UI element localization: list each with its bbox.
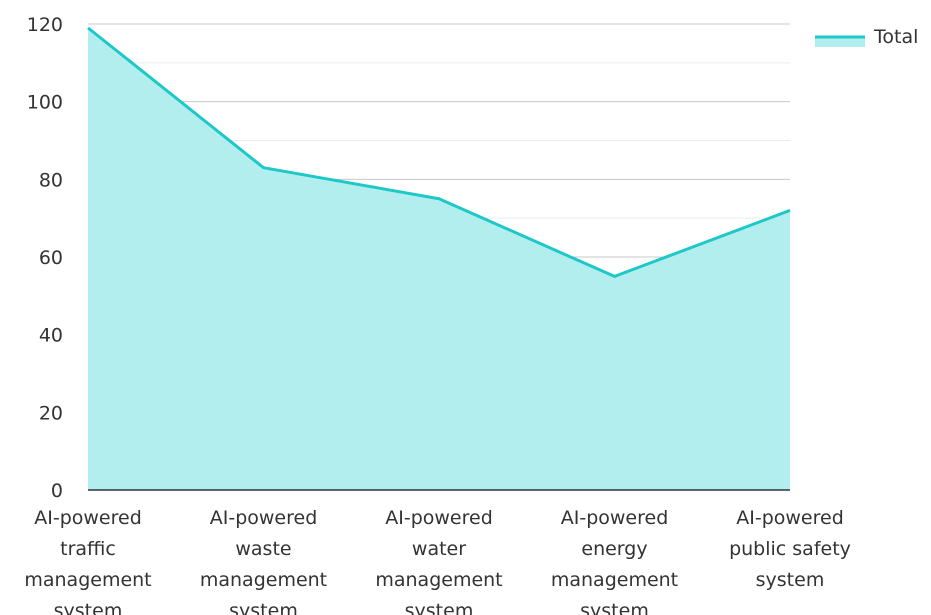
x-tick-label-line: management xyxy=(551,569,678,591)
x-tick-label-line: water xyxy=(412,538,466,560)
x-tick-label-line: AI-powered xyxy=(736,507,844,529)
x-tick-label-line: management xyxy=(24,569,151,591)
x-tick-label-line: management xyxy=(375,569,502,591)
x-tick-label: AI-powered waste management system xyxy=(200,507,327,615)
x-tick-label-line: energy xyxy=(581,538,647,560)
x-tick-label-line: traffic xyxy=(60,538,116,560)
x-tick-label-line: system xyxy=(229,600,298,615)
x-tick-label-line: public safety xyxy=(729,538,851,560)
x-tick-label-line: system xyxy=(405,600,474,615)
y-tick-label: 120 xyxy=(27,14,63,36)
x-tick-label-line: waste xyxy=(235,538,291,560)
x-tick-label-line: system xyxy=(756,569,825,591)
x-tick-label-line: AI-powered xyxy=(210,507,318,529)
x-tick-label: AI-powered energy management system xyxy=(551,507,678,615)
x-tick-label-line: AI-powered xyxy=(561,507,669,529)
x-tick-label: AI-powered water management system xyxy=(375,507,502,615)
area-line xyxy=(87,26,791,278)
legend-label: Total xyxy=(873,26,918,48)
x-tick-label: AI-powered public safety system xyxy=(729,507,851,591)
x-tick-label-line: system xyxy=(580,600,649,615)
x-tick-label-line: system xyxy=(54,600,123,615)
legend-swatch-fill xyxy=(815,37,865,47)
y-tick-label: 40 xyxy=(39,325,63,347)
y-tick-label: 100 xyxy=(27,92,63,114)
y-tick-label: 60 xyxy=(39,247,63,269)
x-tick-label-line: AI-powered xyxy=(385,507,493,529)
area-fill xyxy=(88,27,790,491)
y-tick-label: 20 xyxy=(39,402,63,424)
y-tick-label: 0 xyxy=(51,480,63,502)
x-tick-label-line: AI-powered xyxy=(34,507,142,529)
y-tick-label: 80 xyxy=(39,169,63,191)
x-tick-label-line: management xyxy=(200,569,327,591)
x-tick-label: AI-powered traffic management system xyxy=(24,507,151,615)
